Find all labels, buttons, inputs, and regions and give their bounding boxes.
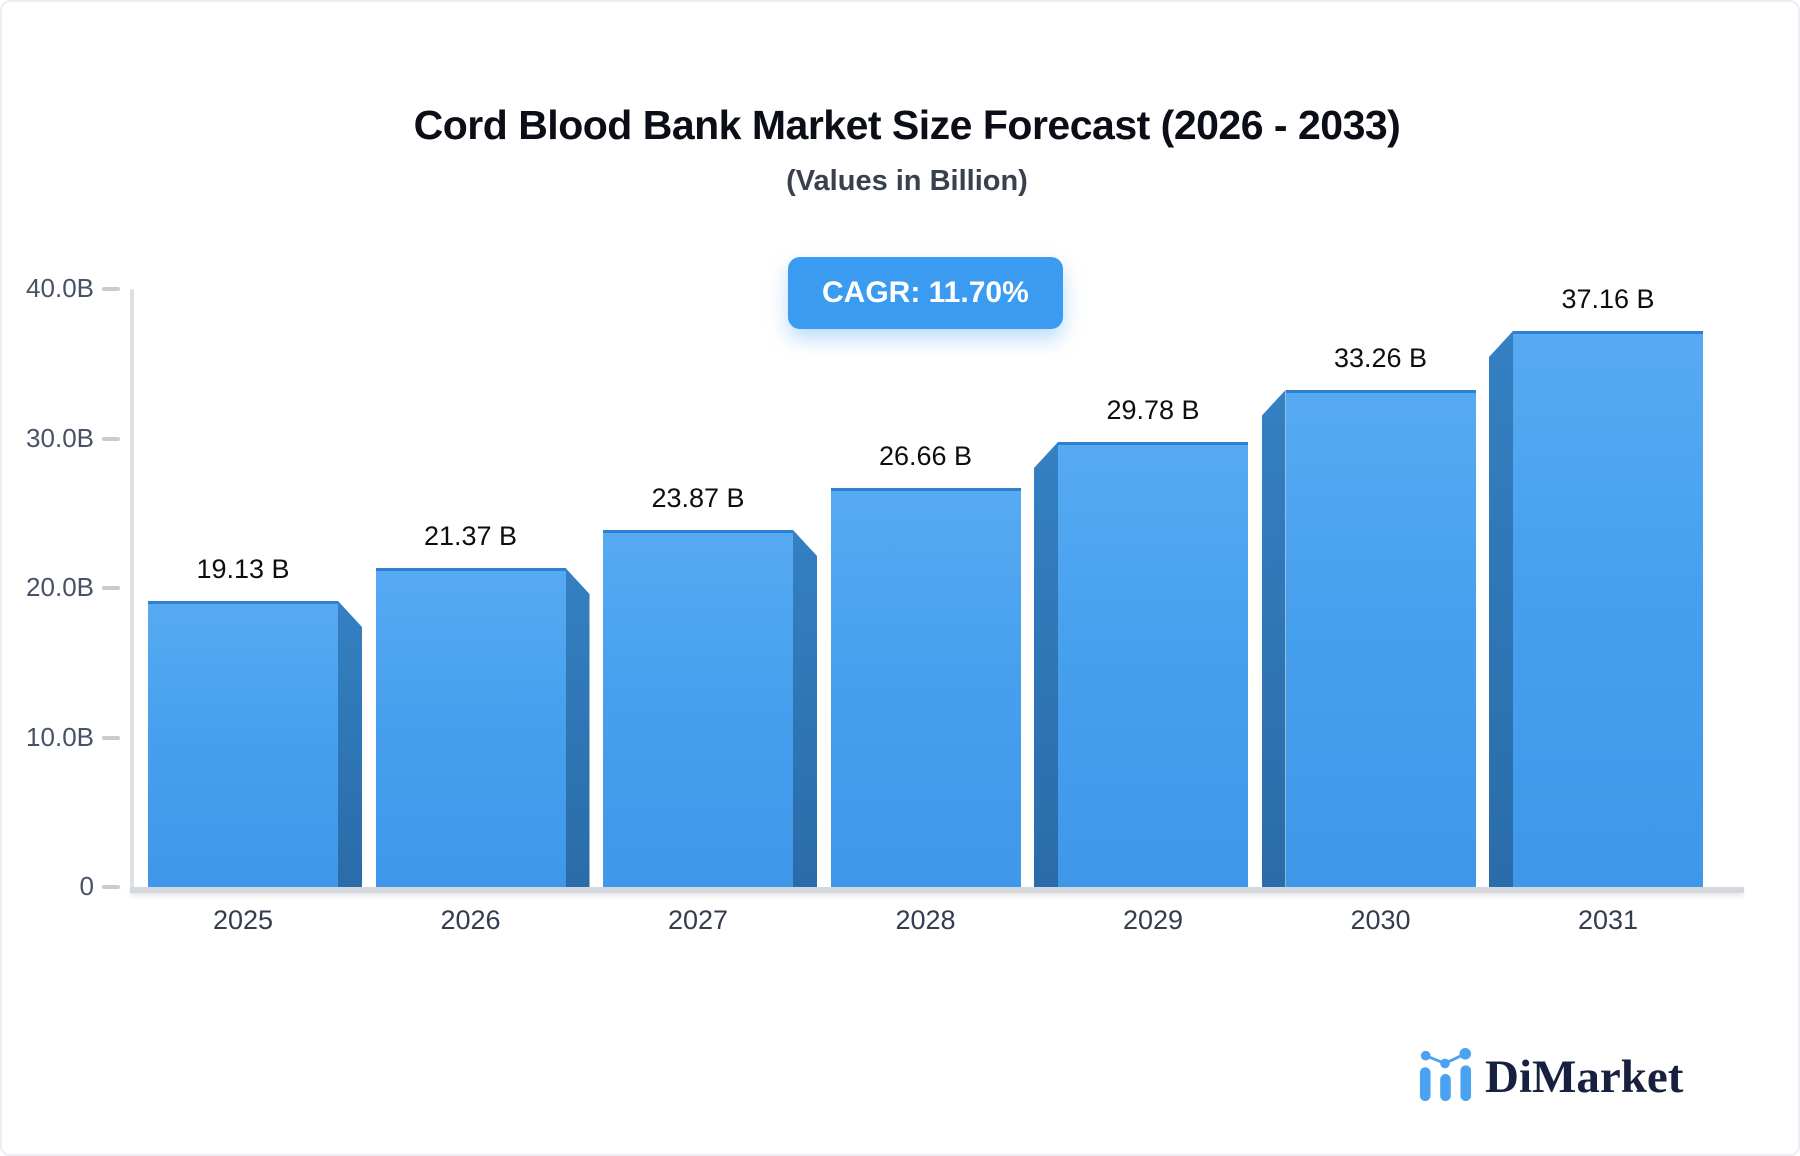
bar-value-label: 26.66 B [878, 441, 973, 471]
y-axis-tick [102, 436, 120, 441]
y-axis-tick [102, 735, 120, 740]
chart-title: Cord Blood Bank Market Size Forecast (20… [413, 102, 1401, 148]
bar-2030[interactable] [1285, 390, 1476, 887]
y-axis-tick-label: 0 [79, 871, 94, 901]
bar-2028[interactable] [830, 488, 1021, 887]
bar-2027[interactable] [603, 530, 793, 887]
bar-2026-side [565, 568, 590, 887]
bar-2031-side [1489, 331, 1513, 887]
bar-2026[interactable] [375, 568, 566, 887]
y-axis-tick [102, 586, 120, 590]
y-axis-tick-label: 20.0B [26, 572, 94, 602]
x-axis-label-2025: 2025 [212, 905, 274, 935]
mini-bar-chart-icon [1419, 1048, 1472, 1102]
x-axis-label-2027: 2027 [667, 905, 729, 935]
y-axis-tick-label: 30.0B [26, 422, 94, 453]
x-axis-label-2029: 2029 [1122, 905, 1184, 935]
bar-value-label: 29.78 B [1106, 395, 1200, 425]
bar-2029-side [1034, 442, 1058, 887]
y-axis-tick [102, 287, 120, 291]
brand-name: DiMarket [1485, 1051, 1684, 1103]
bar-2027-side [793, 530, 817, 887]
cagr-badge: CAGR: 11.70% [788, 257, 1063, 329]
bar-2029[interactable] [1058, 442, 1248, 887]
x-axis-label-2028: 2028 [895, 905, 956, 935]
bar-value-label: 33.26 B [1333, 343, 1428, 373]
bar-value-label: 23.87 B [651, 483, 745, 513]
x-axis-baseline [130, 887, 1744, 893]
y-axis-tick [102, 885, 120, 889]
bar-2025[interactable] [148, 601, 338, 887]
x-axis-label-2030: 2030 [1350, 905, 1411, 935]
bar-2025-side [338, 601, 362, 887]
y-axis-line [130, 289, 134, 893]
bar-2030-side [1261, 390, 1286, 887]
bar-value-label: 19.13 B [196, 554, 290, 584]
x-axis-label-2026: 2026 [440, 905, 501, 935]
brand-logo: DiMarket [1418, 1048, 1683, 1102]
y-axis-tick-label: 10.0B [26, 721, 94, 752]
x-axis-label-2031: 2031 [1577, 905, 1639, 935]
bar-value-label: 37.16 B [1561, 284, 1655, 314]
bar-value-label: 21.37 B [423, 521, 518, 551]
chart-subtitle: (Values in Billion) [786, 165, 1028, 197]
y-axis-tick-label: 40.0B [26, 273, 94, 303]
bar-2031[interactable] [1513, 331, 1703, 887]
